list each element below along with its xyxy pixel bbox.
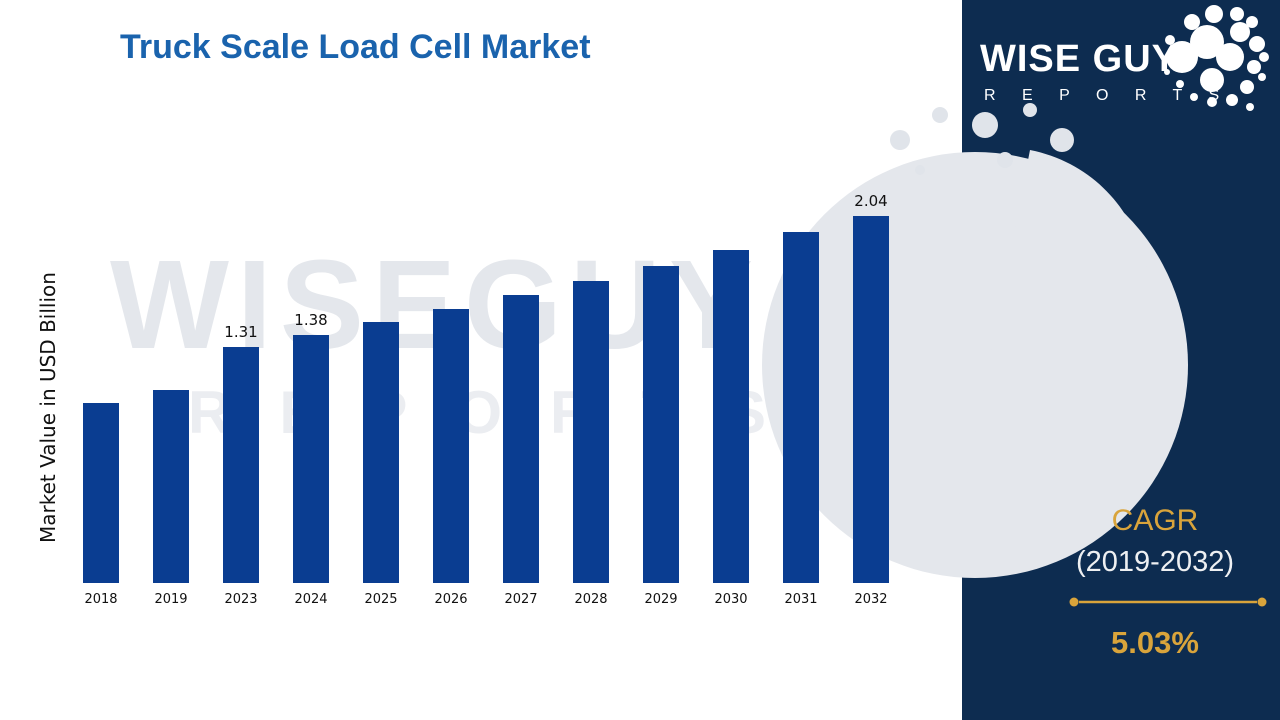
y-axis-label: Market Value in USD Billion — [36, 272, 60, 544]
logo-head-icon — [1164, 5, 1269, 111]
x-tick-label: 2029 — [644, 592, 678, 607]
bar-2023 — [223, 347, 259, 583]
x-tick-label: 2028 — [574, 592, 608, 607]
bar-column — [783, 232, 819, 583]
x-tick-label: 2018 — [84, 592, 118, 607]
bar-2028 — [573, 281, 609, 583]
bar-column — [643, 266, 679, 583]
chart-title: Truck Scale Load Cell Market — [120, 28, 591, 66]
bar-column: 1.38 — [293, 311, 329, 583]
logo-reports-text: R E P O R T S — [984, 87, 1231, 104]
bar-2019 — [153, 390, 189, 583]
bar-2030 — [713, 250, 749, 583]
bar-column — [153, 390, 189, 583]
bar-column: 2.04 — [853, 192, 889, 583]
bar-column — [573, 281, 609, 583]
bar-2024 — [293, 335, 329, 583]
wiseguy-logo: WISE GUY R E P O R T S — [980, 38, 1230, 105]
bar-column — [363, 322, 399, 583]
x-tick-label: 2032 — [854, 592, 888, 607]
x-tick-label: 2027 — [504, 592, 538, 607]
bar-2018 — [83, 403, 119, 583]
bar-2027 — [503, 295, 539, 583]
x-tick-label: 2030 — [714, 592, 748, 607]
x-tick-label: 2024 — [294, 592, 328, 607]
x-tick-label: 2019 — [154, 592, 188, 607]
bar-value-label: 1.31 — [224, 323, 258, 341]
bar-2025 — [363, 322, 399, 583]
bar-column — [503, 295, 539, 583]
bar-value-label: 1.38 — [294, 311, 328, 329]
bar-2029 — [643, 266, 679, 583]
cagr-label: CAGR — [1111, 504, 1199, 537]
x-tick-label: 2023 — [224, 592, 258, 607]
bar-column — [713, 250, 749, 583]
bar-column — [83, 403, 119, 583]
cagr-underline — [1069, 597, 1267, 607]
x-tick-label: 2026 — [434, 592, 468, 607]
x-tick-label: 2031 — [784, 592, 818, 607]
bar-series: 1.31 1.38 2.04 — [83, 192, 889, 583]
cagr-block: CAGR (2019-2032) 5.03% — [1040, 504, 1270, 661]
cagr-range: (2019-2032) — [1076, 546, 1234, 578]
bar-value-label: 2.04 — [854, 192, 888, 210]
bar-column: 1.31 — [223, 323, 259, 583]
bar-2031 — [783, 232, 819, 583]
x-tick-label: 2025 — [364, 592, 398, 607]
bar-2026 — [433, 309, 469, 583]
x-axis-labels: 2018 2019 2023 2024 2025 2026 2027 2028 2029 2030… — [83, 592, 889, 607]
cagr-value: 5.03% — [1111, 625, 1199, 660]
bar-2032 — [853, 216, 889, 583]
logo-wordmark: WISE GUY — [980, 38, 1179, 80]
bar-column — [433, 309, 469, 583]
